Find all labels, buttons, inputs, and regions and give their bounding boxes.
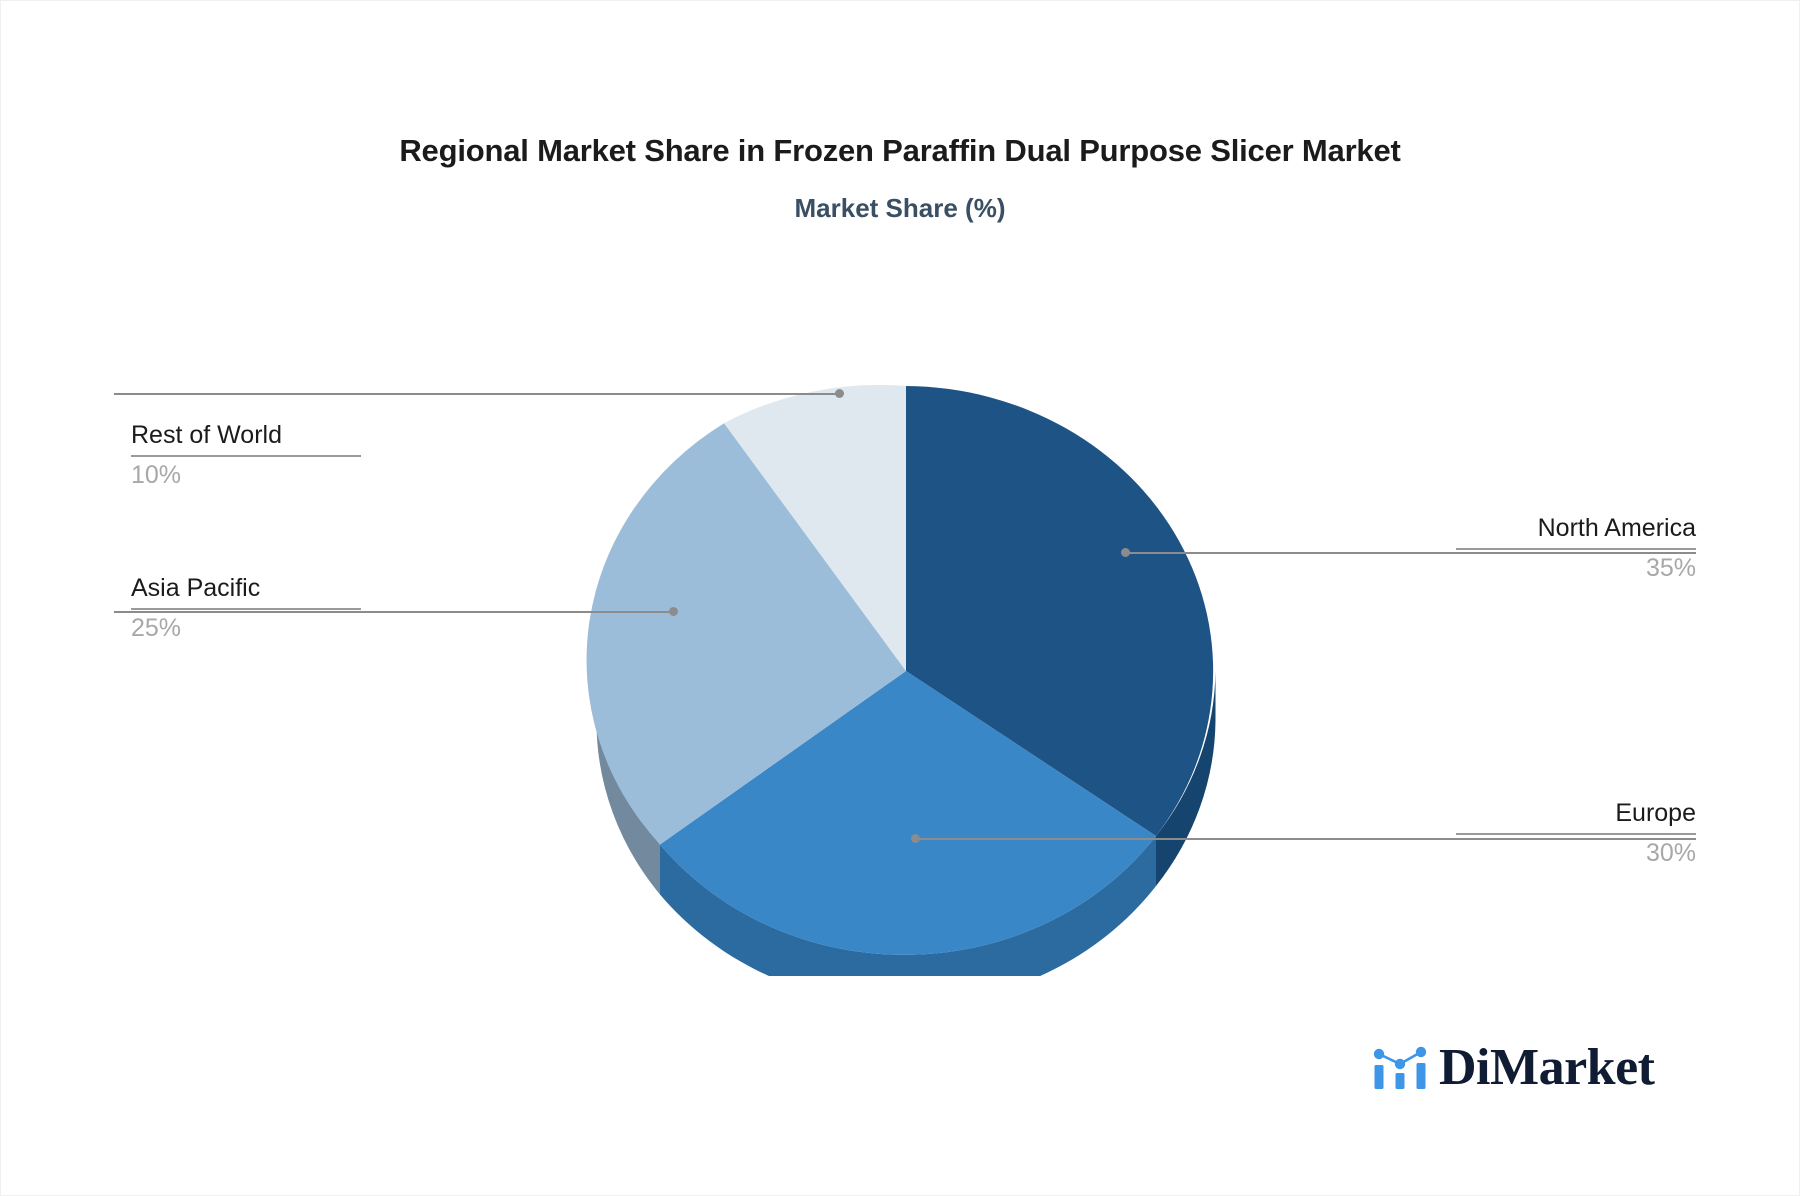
leader-dot-rest-of-world: [835, 389, 844, 398]
callout-value-north-america: 35%: [1645, 553, 1696, 582]
pie-side-europe: [660, 836, 1156, 976]
callout-north-america: North America 35%: [1456, 514, 1696, 583]
callout-value-rest-of-world: 10%: [131, 460, 182, 489]
page-title: Regional Market Share in Frozen Paraffin…: [399, 133, 1401, 168]
callout-rule-europe: [1456, 832, 1696, 835]
callout-value-asia-pacific: 25%: [131, 613, 182, 642]
callout-label-asia-pacific: Asia Pacific: [131, 574, 261, 602]
callout-value-europe: 30%: [1645, 838, 1696, 867]
bar-chart-logo-icon: [1373, 1046, 1427, 1089]
leader-dot-asia-pacific: [669, 607, 678, 616]
pie-slice-europe[interactable]: [660, 671, 1156, 955]
callout-europe: Europe 30%: [1456, 799, 1696, 868]
chart-subtitle: Market Share (%): [794, 193, 1006, 223]
brand-logo-text: DiMarket: [1439, 1039, 1655, 1096]
leader-dot-europe: [911, 834, 920, 843]
pie-side-north-america: [1156, 671, 1216, 886]
pie-side-asia-pacific: [596, 671, 660, 895]
leader-line-europe: [918, 838, 1696, 840]
leader-line-asia-pacific: [114, 611, 672, 613]
callout-rule-asia-pacific: [131, 607, 361, 610]
callout-label-north-america: North America: [1537, 514, 1696, 542]
pie-slice-rest-of-world[interactable]: [724, 384, 906, 671]
leader-dot-north-america: [1121, 548, 1130, 557]
callout-label-europe: Europe: [1615, 799, 1696, 827]
pie-chart-svg: [586, 384, 1216, 976]
callout-asia-pacific: Asia Pacific 25%: [131, 574, 361, 643]
leader-line-north-america: [1128, 552, 1696, 554]
pie-slice-asia-pacific[interactable]: [586, 423, 906, 845]
pie-chart: [576, 356, 1236, 976]
callout-rule-north-america: [1456, 547, 1696, 550]
callout-label-rest-of-world: Rest of World: [131, 421, 282, 449]
leader-line-rest-of-world: [114, 393, 836, 395]
callout-rest-of-world: Rest of World 10%: [131, 421, 361, 490]
callout-rule-rest-of-world: [131, 454, 361, 457]
brand-logo: DiMarket: [1371, 1039, 1655, 1097]
pie-slice-north-america[interactable]: [906, 386, 1214, 836]
